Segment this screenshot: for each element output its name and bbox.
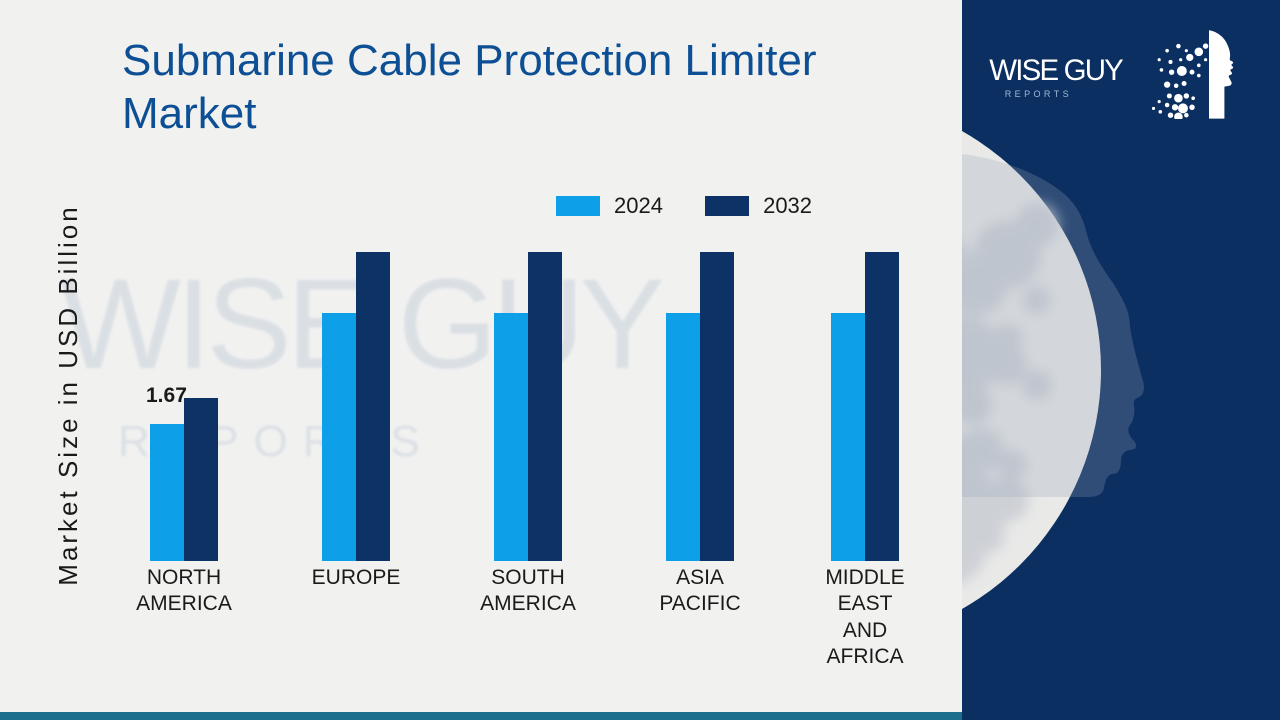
svg-text:WISE GUY: WISE GUY	[989, 54, 1123, 87]
svg-text:REPORTS: REPORTS	[1005, 89, 1072, 99]
